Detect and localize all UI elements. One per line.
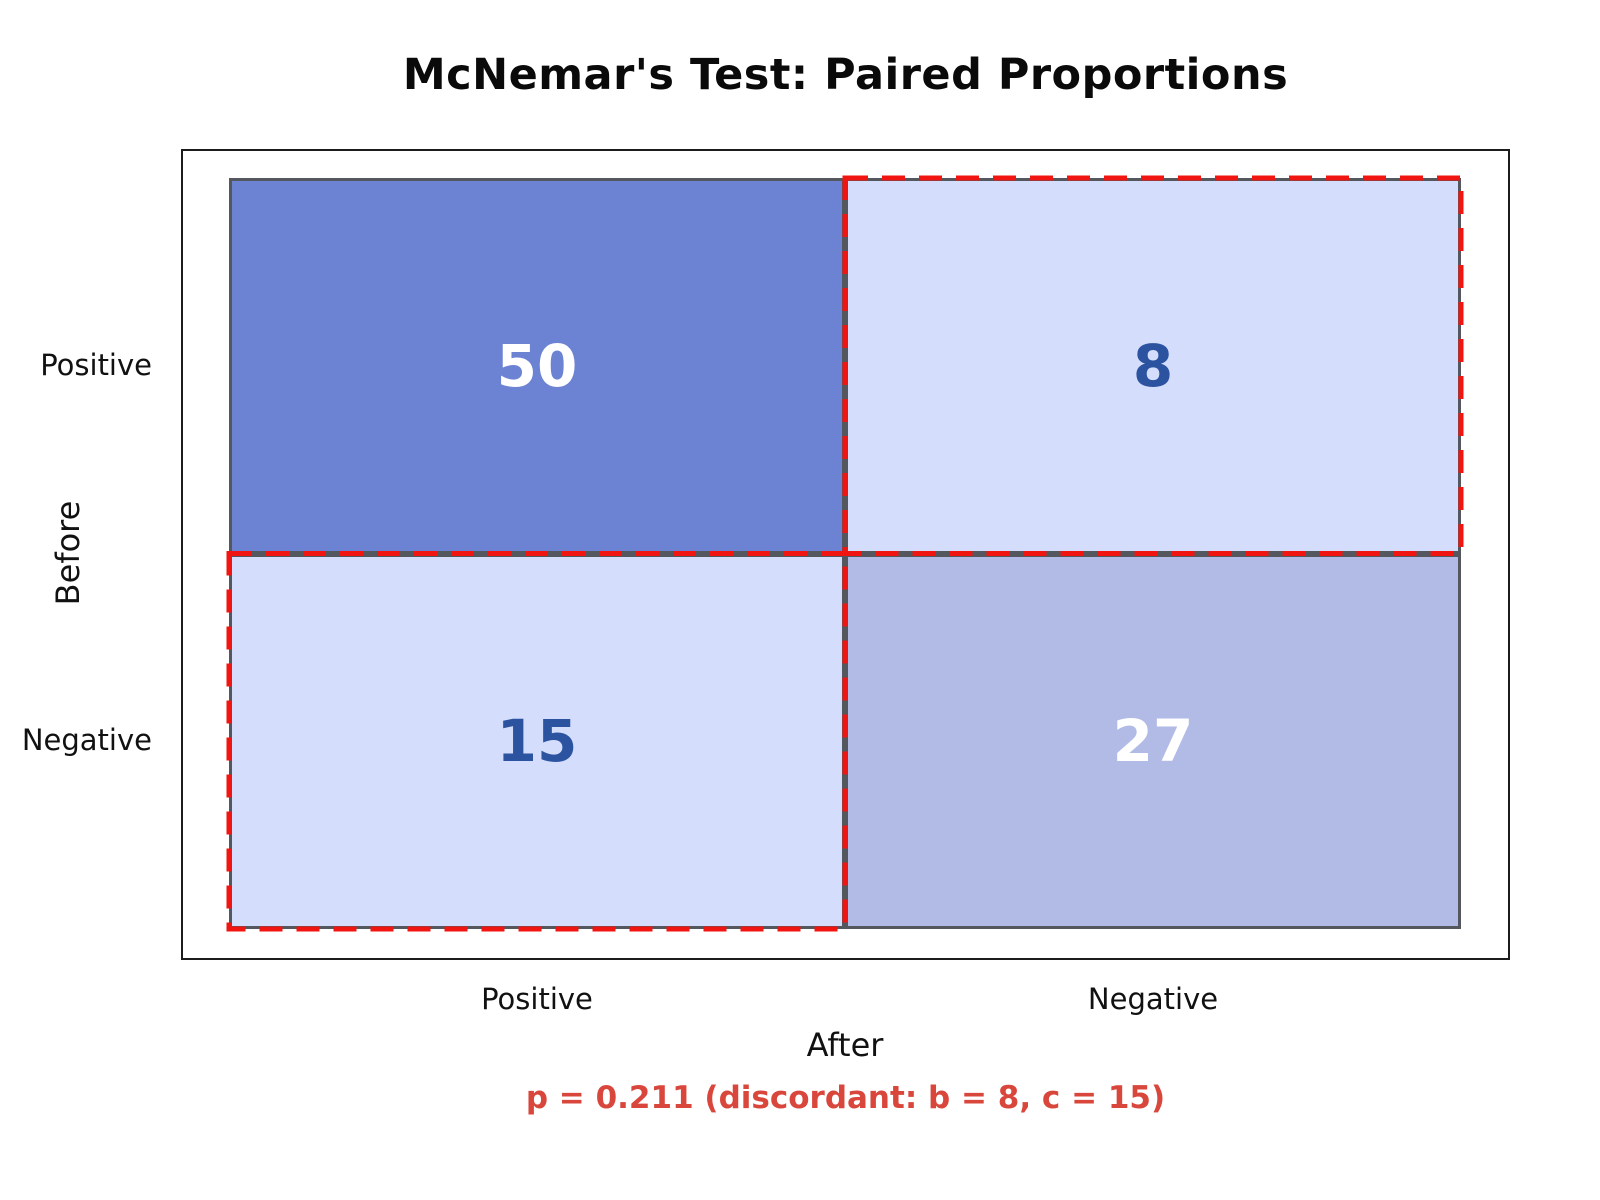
x-axis-label: After — [806, 1026, 884, 1064]
cell-value: 8 — [1132, 331, 1174, 400]
cell-before-positive-after-positive: 50 — [229, 178, 845, 554]
cell-before-negative-after-negative: 27 — [845, 553, 1461, 929]
ytick-negative: Negative — [21, 723, 152, 757]
cell-value: 50 — [496, 331, 578, 400]
cell-value: 15 — [496, 707, 578, 776]
xtick-positive: Positive — [481, 982, 593, 1016]
cell-before-positive-after-negative: 8 — [845, 178, 1461, 554]
cell-value: 27 — [1112, 707, 1194, 776]
ytick-positive: Positive — [40, 348, 152, 382]
cell-before-negative-after-positive: 15 — [229, 553, 845, 929]
y-axis-label: Before — [49, 500, 87, 606]
chart-title: McNemar's Test: Paired Proportions — [402, 50, 1289, 100]
heatmap-grid: 50 8 15 27 — [229, 178, 1461, 929]
p-value-annotation: p = 0.211 (discordant: b = 8, c = 15) — [525, 1080, 1166, 1116]
xtick-negative: Negative — [1087, 982, 1219, 1016]
